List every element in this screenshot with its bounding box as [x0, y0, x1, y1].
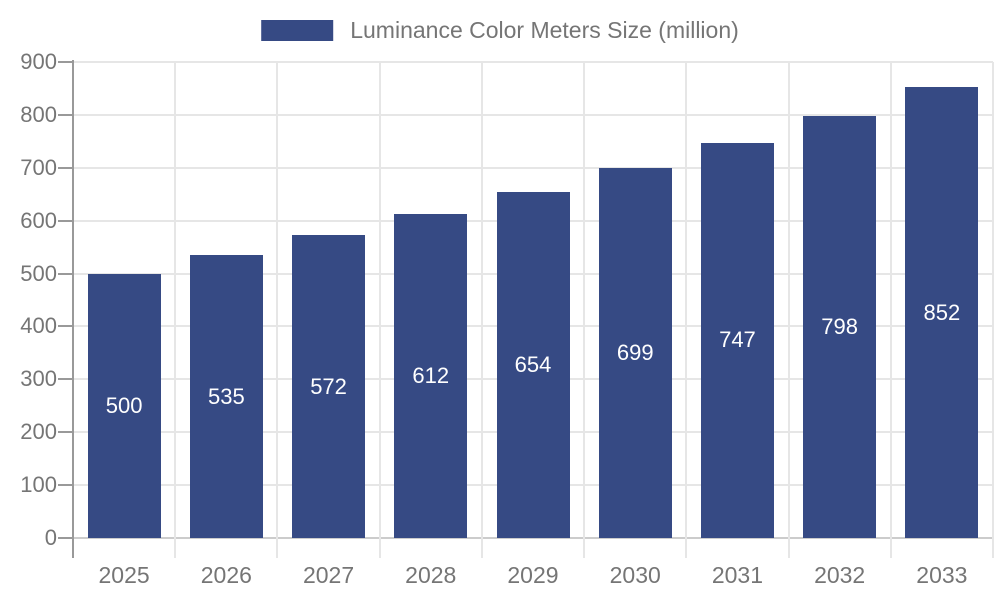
legend[interactable]: Luminance Color Meters Size (million)	[261, 17, 739, 43]
bar[interactable]: 572	[292, 235, 366, 538]
y-axis-label: 0	[44, 525, 57, 550]
bar-value-label: 572	[310, 373, 347, 399]
y-gridline	[73, 166, 993, 169]
x-axis-label: 2026	[200, 562, 252, 588]
y-axis-tick	[58, 166, 73, 169]
y-gridline	[73, 537, 993, 539]
bar-value-label: 699	[616, 340, 654, 366]
category-separator	[787, 62, 790, 558]
y-axis-label: 400	[20, 313, 57, 339]
y-axis-line	[72, 60, 74, 558]
bar-value-label: 535	[207, 383, 245, 409]
y-axis-tick	[58, 219, 73, 222]
bar-value-label: 852	[923, 299, 961, 325]
y-axis-label: 200	[20, 419, 57, 445]
y-axis-tick	[58, 431, 73, 434]
category-separator	[174, 62, 177, 558]
category-separator	[276, 62, 279, 558]
bar[interactable]: 612	[394, 214, 468, 538]
y-axis-tick	[58, 272, 73, 275]
category-separator	[685, 62, 688, 558]
y-axis-label: 900	[20, 49, 57, 74]
y-axis-tick	[58, 113, 73, 116]
y-axis-label: 100	[20, 472, 57, 498]
category-separator	[992, 62, 994, 558]
bar[interactable]: 747	[700, 142, 774, 538]
category-separator	[480, 62, 483, 558]
bar-value-label: 612	[412, 363, 450, 389]
y-axis-label: 500	[20, 260, 57, 286]
x-axis-label: 2028	[405, 562, 457, 588]
bar[interactable]: 798	[803, 115, 877, 538]
y-axis-tick	[58, 378, 73, 381]
x-axis-label: 2030	[609, 562, 661, 588]
y-axis-tick	[58, 61, 73, 63]
y-gridline	[73, 61, 993, 63]
category-separator	[583, 62, 586, 558]
y-axis-label: 300	[20, 366, 57, 392]
plot-area: 500 535 572 612 654 699 747 798 852	[73, 61, 994, 558]
y-axis-label: 600	[20, 207, 57, 233]
bar-value-label: 747	[719, 327, 756, 353]
bar[interactable]: 699	[598, 168, 672, 538]
y-axis-tick	[58, 537, 73, 539]
x-axis-label: 2032	[814, 562, 866, 588]
category-separator	[378, 62, 381, 558]
y-axis-label: 800	[20, 101, 57, 127]
legend-label: Luminance Color Meters Size (million)	[350, 17, 739, 43]
bar[interactable]: 500	[87, 273, 161, 538]
bar-value-label: 500	[105, 392, 143, 418]
y-axis-tick	[58, 325, 73, 328]
y-gridline	[73, 113, 993, 116]
x-axis-label: 2025	[98, 562, 150, 588]
y-axis-tick	[58, 484, 73, 487]
x-axis-label: 2029	[507, 562, 559, 588]
bar[interactable]: 654	[496, 192, 570, 538]
bar-value-label: 654	[514, 352, 552, 378]
bar[interactable]: 535	[189, 255, 263, 538]
bar[interactable]: 852	[905, 87, 979, 538]
x-axis-label: 2033	[916, 562, 968, 588]
legend-swatch	[261, 20, 334, 42]
category-separator	[889, 62, 892, 558]
x-axis-label: 2027	[302, 562, 355, 588]
bar-value-label: 798	[821, 313, 859, 339]
x-axis-label: 2031	[711, 562, 764, 588]
y-axis-label: 700	[20, 154, 57, 180]
